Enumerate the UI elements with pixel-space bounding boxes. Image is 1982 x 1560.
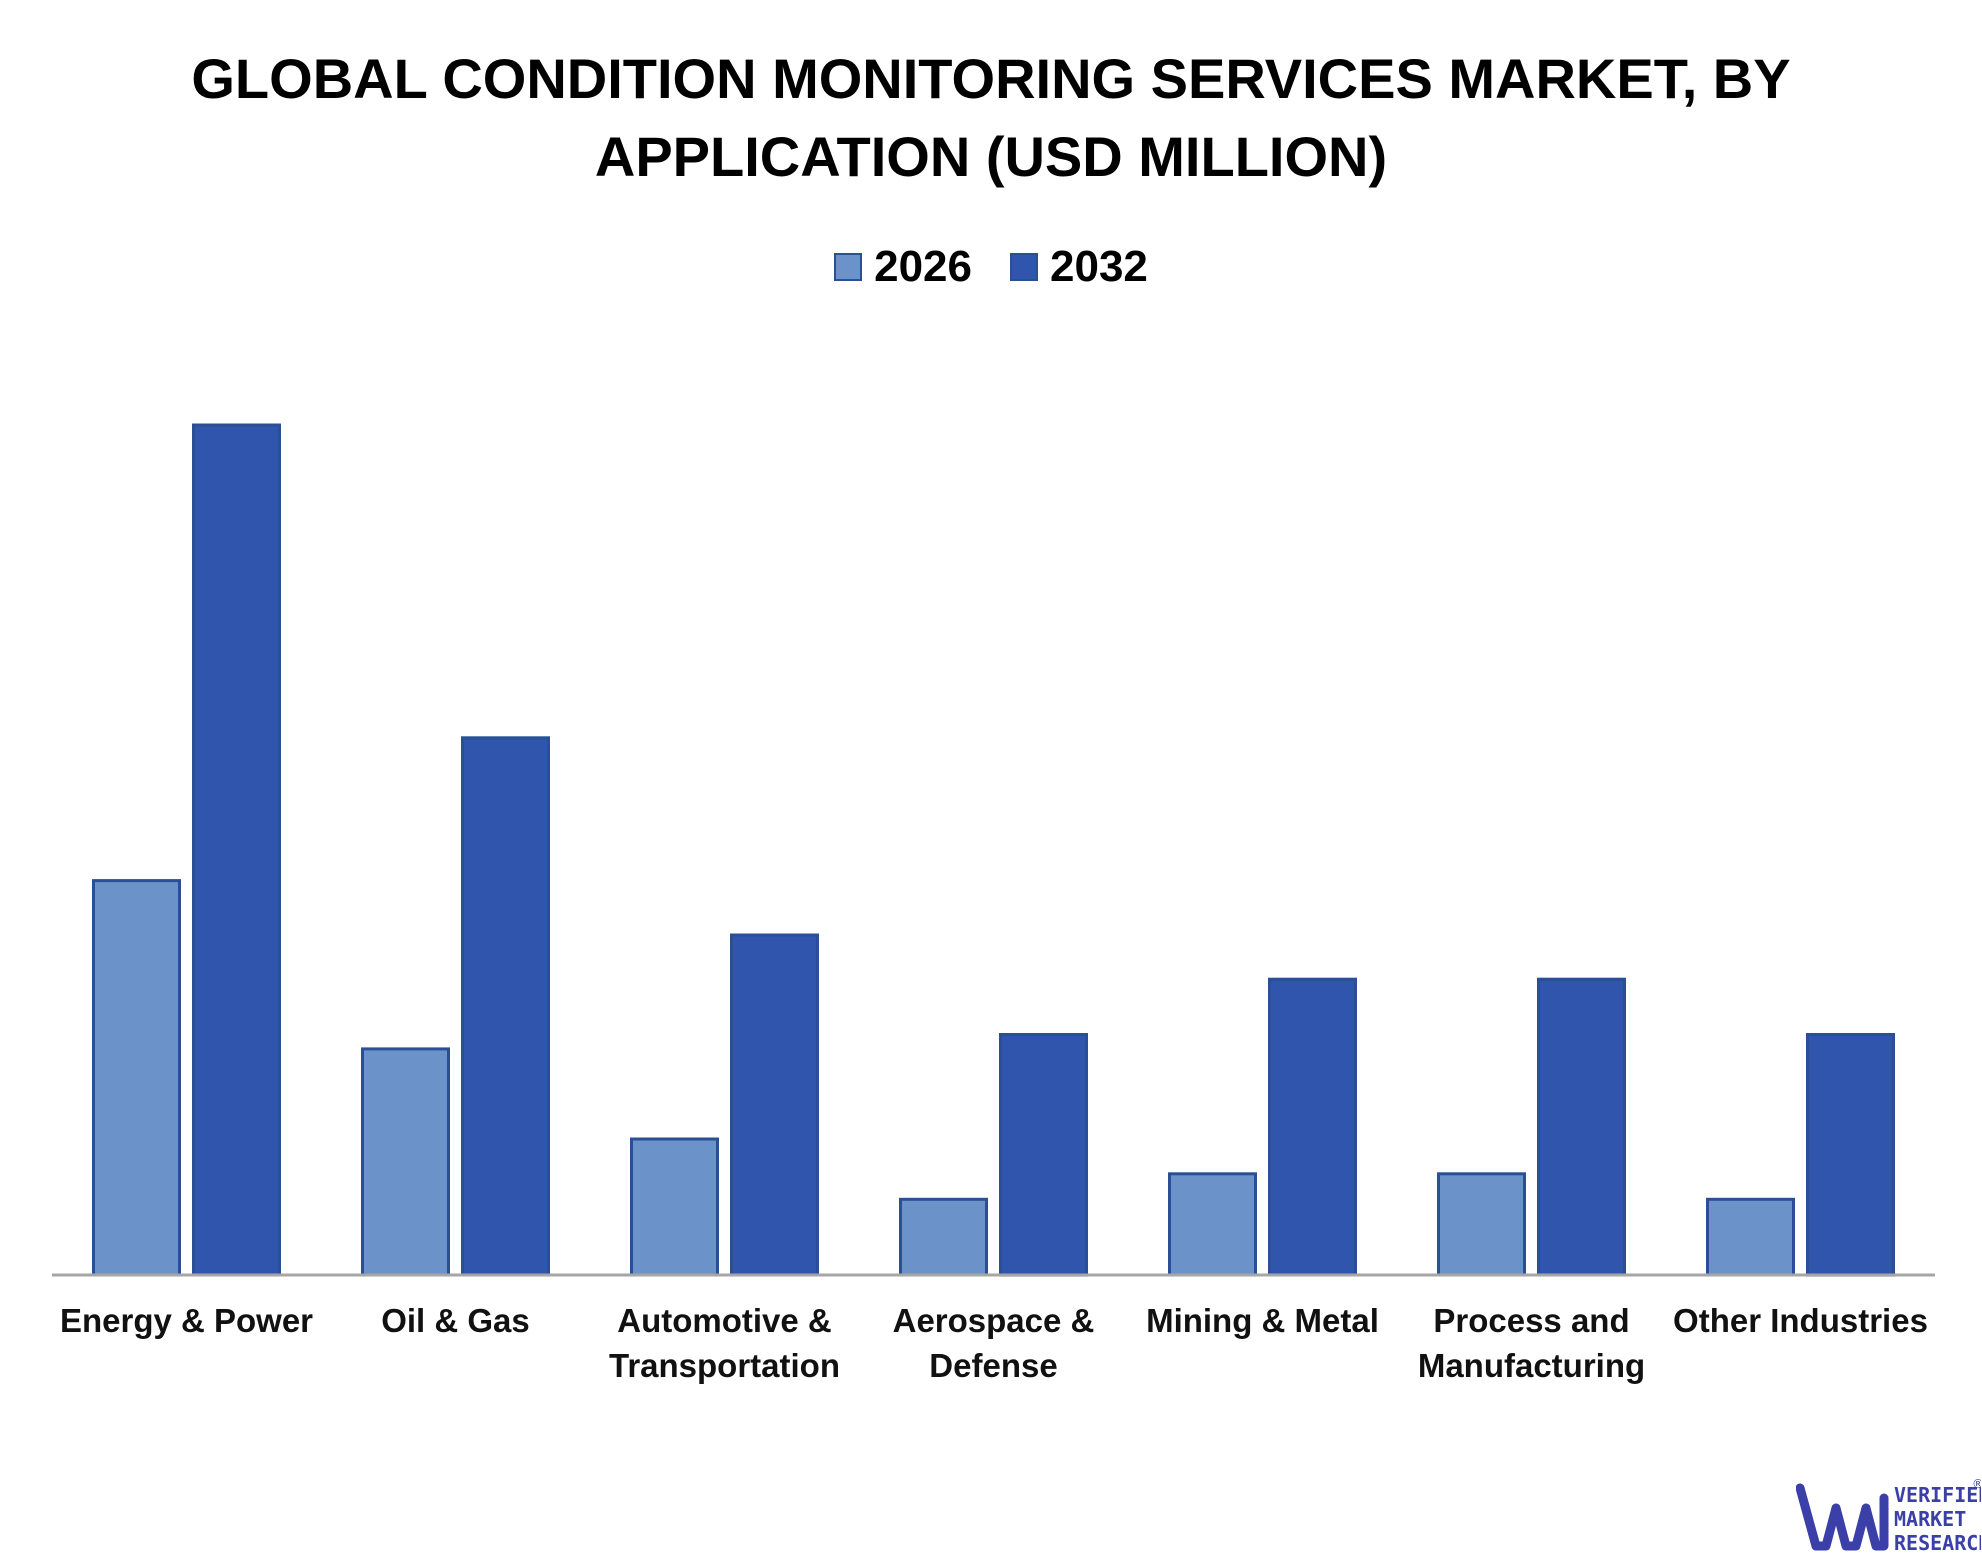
legend-swatch-2032 — [1010, 253, 1038, 281]
bar-2032-energy-power — [192, 423, 281, 1277]
chart-title-line-1: GLOBAL CONDITION MONITORING SERVICES MAR… — [191, 47, 1791, 110]
bar-2032-process-and-manufacturing — [1537, 977, 1626, 1277]
category-label: Automotive & Transportation — [609, 1302, 840, 1384]
bar-2026-oil-gas — [361, 1047, 450, 1277]
category-label-line: Mining & Metal — [1146, 1302, 1379, 1339]
legend-label-2026: 2026 — [874, 242, 972, 291]
bar-2032-aerospace-defense — [999, 1033, 1088, 1277]
category-label: Other Industries — [1673, 1302, 1928, 1339]
category-label: Energy & Power — [60, 1302, 313, 1339]
legend-label-2032: 2032 — [1050, 242, 1148, 291]
category-label-line: Process and — [1433, 1302, 1629, 1339]
category-label-line: Oil & Gas — [381, 1302, 530, 1339]
category-label-line: Manufacturing — [1418, 1347, 1645, 1384]
bar-2026-process-and-manufacturing — [1437, 1172, 1526, 1277]
logo-text-research: RESEARCH — [1894, 1531, 1981, 1555]
bar-2032-automotive-transportation — [730, 933, 819, 1277]
category-label-line: Aerospace & — [893, 1302, 1095, 1339]
logo-text-verified: VERIFIED — [1894, 1483, 1981, 1507]
category-label-line: Energy & Power — [60, 1302, 313, 1339]
vmr-mark-icon — [1796, 1483, 1889, 1551]
chart-title: GLOBAL CONDITION MONITORING SERVICES MAR… — [0, 40, 1982, 196]
legend-item-2032: 2032 — [1010, 242, 1148, 292]
category-labels: Energy & Power Oil & Gas Automotive & Trans… — [60, 1302, 1928, 1384]
category-label: Oil & Gas — [381, 1302, 530, 1339]
bar-2026-mining-metal — [1168, 1172, 1257, 1277]
bar-2026-energy-power — [92, 879, 181, 1277]
legend-swatch-2026 — [834, 253, 863, 281]
category-label: Aerospace & Defense — [893, 1302, 1095, 1384]
category-label-line: Transportation — [609, 1347, 840, 1384]
bar-2032-oil-gas — [461, 736, 550, 1277]
legend-item-2026: 2026 — [834, 242, 972, 292]
bar-2026-other-industries — [1706, 1197, 1795, 1277]
chart-title-line-2: APPLICATION (USD MILLION) — [594, 125, 1388, 188]
legend: 2026 2032 — [0, 242, 1982, 292]
category-label-line: Automotive & — [617, 1302, 832, 1339]
category-label: Mining & Metal — [1146, 1302, 1379, 1339]
category-label-line: Other Industries — [1673, 1302, 1928, 1339]
verified-market-research-logo: VERIFIED MARKET RESEARCH ® — [1796, 1477, 1981, 1555]
category-label: Process and Manufacturing — [1418, 1302, 1645, 1384]
logo-registered-mark: ® — [1972, 1477, 1981, 1491]
bar-2026-aerospace-defense — [899, 1197, 988, 1277]
category-label-line: Defense — [929, 1347, 1057, 1384]
bars-layer — [92, 423, 1895, 1277]
bar-2026-automotive-transportation — [630, 1137, 719, 1277]
bar-2032-other-industries — [1806, 1033, 1895, 1277]
logo-text-market: MARKET — [1894, 1507, 1966, 1531]
bar-2032-mining-metal — [1268, 977, 1357, 1277]
